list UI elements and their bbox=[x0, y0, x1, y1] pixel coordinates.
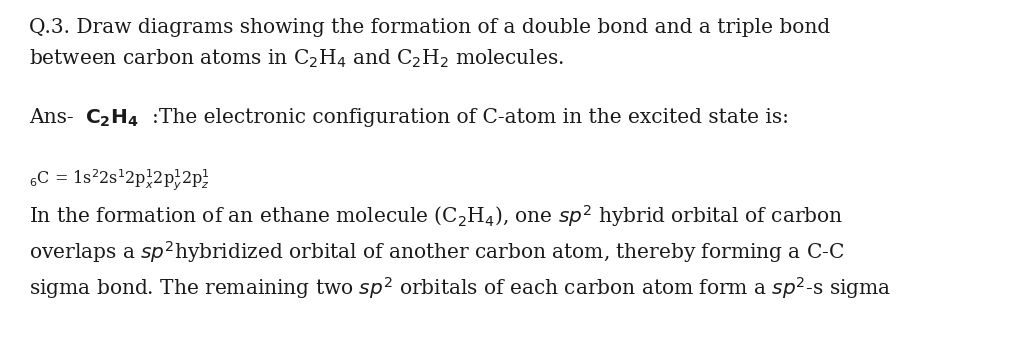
Text: Q.3. Draw diagrams showing the formation of a double bond and a triple bond: Q.3. Draw diagrams showing the formation… bbox=[29, 18, 829, 37]
Text: sigma bond. The remaining two $sp^2$ orbitals of each carbon atom form a $sp^2$-: sigma bond. The remaining two $sp^2$ orb… bbox=[29, 275, 891, 301]
Text: $_6$C = 1s$^2$2s$^1$2p$^1_x$2p$^1_y$2p$^1_z$: $_6$C = 1s$^2$2s$^1$2p$^1_x$2p$^1_y$2p$^… bbox=[29, 168, 210, 193]
Text: overlaps a $sp^2$hybridized orbital of another carbon atom, thereby forming a C-: overlaps a $sp^2$hybridized orbital of a… bbox=[29, 239, 845, 265]
Text: In the formation of an ethane molecule (C$_2$H$_4$), one $sp^2$ hybrid orbital o: In the formation of an ethane molecule (… bbox=[29, 203, 843, 229]
Text: Ans-: Ans- bbox=[29, 108, 80, 127]
Text: $\mathbf{C_2H_4}$: $\mathbf{C_2H_4}$ bbox=[85, 108, 138, 129]
Text: :The electronic configuration of C-atom in the excited state is:: :The electronic configuration of C-atom … bbox=[152, 108, 788, 127]
Text: between carbon atoms in C$_2$H$_4$ and C$_2$H$_2$ molecules.: between carbon atoms in C$_2$H$_4$ and C… bbox=[29, 48, 564, 70]
